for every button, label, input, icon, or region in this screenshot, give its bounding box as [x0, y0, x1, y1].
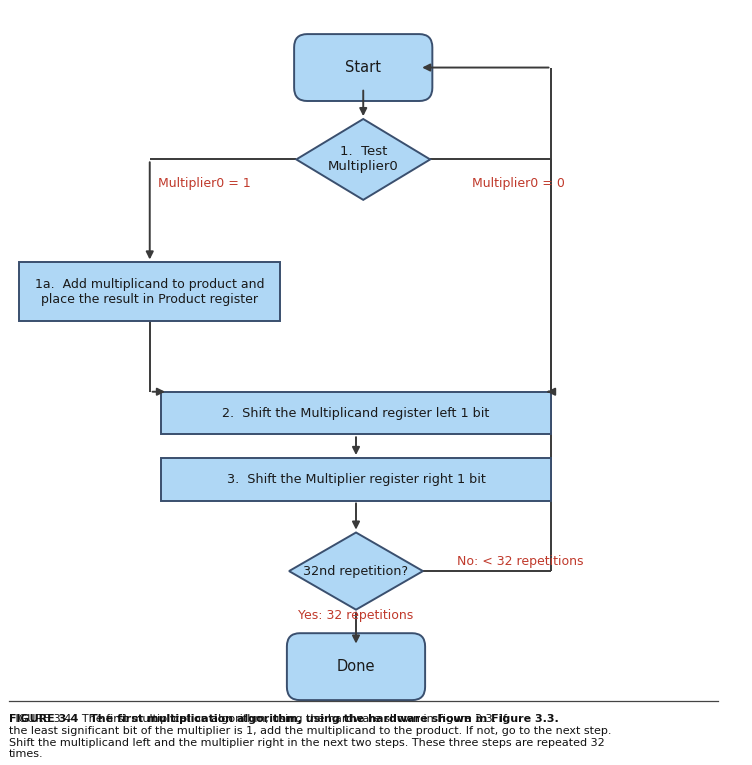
FancyBboxPatch shape [294, 34, 432, 101]
Text: Multiplier0 = 0: Multiplier0 = 0 [472, 177, 566, 190]
Text: Multiplier0 = 1: Multiplier0 = 1 [158, 177, 250, 190]
Text: 1a.  Add multiplicand to product and
place the result in Product register: 1a. Add multiplicand to product and plac… [35, 278, 265, 306]
Text: Yes: 32 repetitions: Yes: 32 repetitions [299, 609, 414, 622]
Text: Start: Start [345, 60, 381, 75]
FancyBboxPatch shape [287, 633, 425, 700]
Polygon shape [289, 532, 423, 610]
FancyBboxPatch shape [161, 392, 551, 435]
FancyBboxPatch shape [161, 458, 551, 500]
Text: FIGURE 3.4   The first multiplication algorithm, using the hardware shown in Fig: FIGURE 3.4 The first multiplication algo… [8, 715, 611, 759]
Polygon shape [296, 119, 430, 200]
Text: 2.  Shift the Multiplicand register left 1 bit: 2. Shift the Multiplicand register left … [223, 406, 490, 419]
FancyBboxPatch shape [20, 262, 280, 321]
Text: Done: Done [337, 659, 375, 674]
Text: No: < 32 repetitions: No: < 32 repetitions [457, 555, 584, 568]
Text: FIGURE 3.4   The first multiplication algorithm, using the hardware shown in Fig: FIGURE 3.4 The first multiplication algo… [8, 715, 559, 724]
Text: 3.  Shift the Multiplier register right 1 bit: 3. Shift the Multiplier register right 1… [226, 473, 486, 486]
Text: 32nd repetition?: 32nd repetition? [304, 565, 408, 578]
Text: 1.  Test
Multiplier0: 1. Test Multiplier0 [328, 145, 399, 174]
